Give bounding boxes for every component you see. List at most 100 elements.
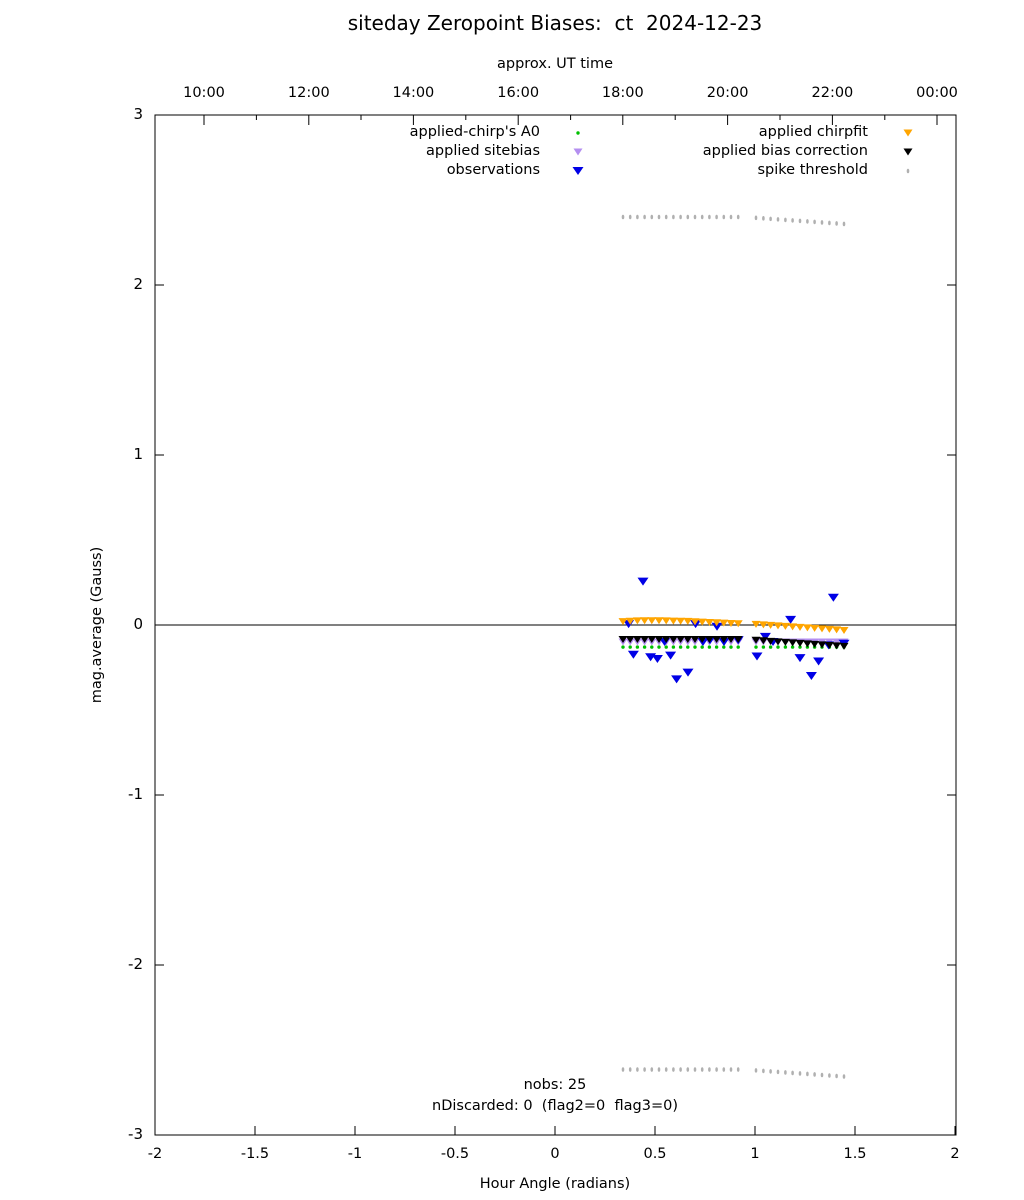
data-point <box>813 219 816 225</box>
data-point <box>726 619 736 627</box>
data-point <box>621 645 625 649</box>
data-point <box>827 593 839 602</box>
triangle-down-legend-marker-icon <box>903 148 913 156</box>
ndiscarded-annotation: nDiscarded: 0 (flag2=0 flag3=0) <box>432 1098 678 1114</box>
data-point <box>736 1067 740 1072</box>
data-point <box>785 615 797 624</box>
data-point <box>729 645 733 649</box>
data-point <box>704 635 714 643</box>
data-point <box>693 214 697 220</box>
data-point <box>654 617 664 625</box>
top-axis-tick-label: 14:00 <box>392 85 435 101</box>
x-axis-tick-label: -1.5 <box>240 1146 270 1162</box>
data-point <box>776 645 780 649</box>
data-point <box>711 622 723 631</box>
x-axis-tick-label: 1 <box>750 1146 760 1162</box>
data-point <box>832 626 842 634</box>
x-axis-tick-label: 0.5 <box>643 1146 667 1162</box>
data-point <box>798 218 802 224</box>
data-point <box>795 639 805 647</box>
legend-label: spike threshold <box>757 162 869 178</box>
data-point <box>719 635 729 643</box>
data-point <box>636 214 639 220</box>
data-point <box>788 623 798 631</box>
data-point <box>773 638 783 646</box>
y-axis-tick-label: -1 <box>128 785 143 803</box>
data-point <box>784 1070 787 1075</box>
data-point <box>715 214 718 220</box>
data-point <box>729 214 733 220</box>
triangle-down-legend-marker-icon <box>903 129 913 137</box>
data-point <box>643 214 646 220</box>
data-point <box>640 617 650 625</box>
data-point <box>647 617 657 625</box>
data-point <box>679 1067 682 1072</box>
data-point <box>621 214 625 220</box>
y-axis-tick-label: 0 <box>133 615 143 633</box>
data-point <box>722 1067 726 1072</box>
data-point <box>697 618 707 626</box>
data-point <box>780 638 790 646</box>
data-point <box>683 617 693 625</box>
data-point <box>650 214 654 220</box>
data-point <box>766 637 776 645</box>
data-point <box>776 217 780 222</box>
data-point <box>798 645 802 649</box>
data-point <box>650 645 654 649</box>
data-point <box>820 1072 824 1078</box>
data-point <box>678 645 683 649</box>
data-point <box>832 642 842 650</box>
data-point <box>632 617 642 625</box>
x-axis-tick-label: -0.5 <box>440 1146 470 1162</box>
top-axis-tick-label: 18:00 <box>601 85 644 101</box>
series-spike-threshold <box>621 214 846 1079</box>
data-point <box>682 668 694 677</box>
data-point <box>769 216 772 222</box>
data-point <box>824 625 834 633</box>
data-point <box>766 621 776 629</box>
top-axis-label: approx. UT time <box>497 56 613 72</box>
data-point <box>637 577 649 586</box>
legend-marker <box>572 167 584 175</box>
data-point <box>621 1067 625 1072</box>
y-axis-tick-label: 2 <box>133 275 143 293</box>
data-point <box>835 1073 838 1079</box>
data-point <box>686 645 690 649</box>
data-point <box>719 619 729 627</box>
data-point <box>754 1068 758 1073</box>
data-point <box>791 218 794 223</box>
data-point <box>754 215 758 221</box>
legend-label: applied bias correction <box>702 143 868 159</box>
data-point <box>690 618 700 626</box>
data-point <box>842 1074 846 1079</box>
data-point <box>628 214 632 220</box>
data-point <box>791 1070 794 1076</box>
data-point <box>651 655 663 663</box>
data-point <box>726 635 736 643</box>
x-axis-label: Hour Angle (radians) <box>479 1176 631 1192</box>
data-point <box>700 214 704 220</box>
data-point <box>832 638 842 646</box>
data-point <box>657 645 661 649</box>
data-point <box>636 1067 639 1072</box>
data-point <box>736 645 740 649</box>
data-point <box>795 623 805 631</box>
data-point <box>693 1067 697 1072</box>
x-axis-tick-label: -2 <box>147 1146 163 1162</box>
data-point <box>628 645 632 649</box>
data-point <box>722 214 726 220</box>
data-point <box>729 1067 733 1072</box>
data-point <box>762 216 765 221</box>
data-point <box>668 617 678 625</box>
x-axis-tick-label: 0 <box>550 1146 560 1162</box>
data-point <box>664 214 668 220</box>
top-axis-tick-label: 00:00 <box>916 85 958 101</box>
data-point <box>712 635 722 643</box>
data-point <box>664 1067 668 1072</box>
data-point <box>714 645 719 649</box>
data-point <box>794 654 806 663</box>
chart-title: siteday Zeropoint Biases: ct 2024-12-23 <box>347 11 763 35</box>
legend-marker <box>906 168 910 174</box>
data-point <box>671 675 683 684</box>
